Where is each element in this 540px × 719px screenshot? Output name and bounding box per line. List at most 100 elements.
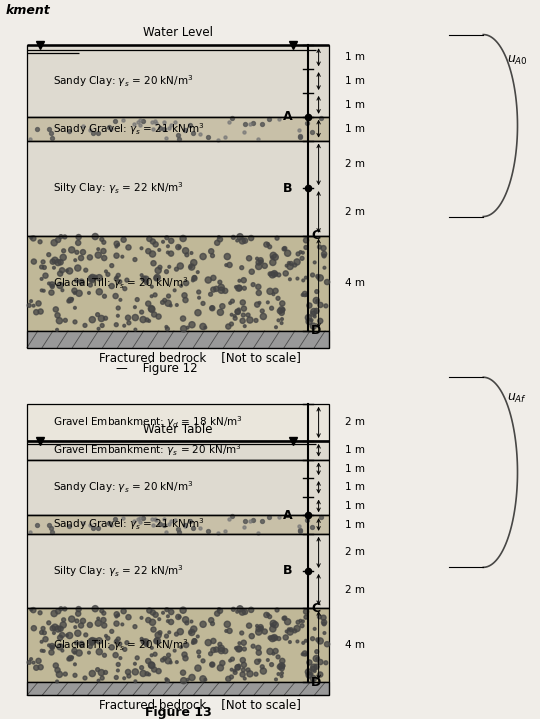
Point (217, 643, 226, 654)
Point (245, 620, 253, 631)
Point (226, 297, 234, 308)
Point (298, 289, 307, 301)
Point (34, 298, 43, 309)
Point (147, 642, 156, 654)
Point (265, 511, 273, 523)
Point (124, 312, 132, 324)
Point (299, 615, 307, 627)
Point (188, 319, 197, 331)
Point (46, 127, 55, 139)
Point (272, 674, 280, 685)
Point (112, 636, 120, 648)
Point (94, 613, 103, 624)
Point (112, 238, 121, 249)
Point (215, 234, 224, 245)
Point (209, 635, 218, 646)
Point (142, 639, 151, 651)
Point (111, 649, 120, 661)
Point (319, 612, 328, 623)
Point (254, 647, 263, 659)
Text: 1 m: 1 m (345, 124, 364, 134)
Point (174, 526, 183, 538)
Point (60, 232, 69, 243)
Point (179, 605, 187, 616)
Point (194, 662, 202, 674)
Point (209, 272, 218, 283)
Bar (27, 236, 329, 331)
Point (114, 610, 123, 621)
Point (246, 118, 254, 129)
Point (215, 276, 224, 288)
Point (320, 262, 329, 273)
Point (232, 281, 240, 293)
Point (162, 631, 171, 642)
Point (75, 647, 83, 659)
Point (258, 306, 267, 317)
Point (239, 637, 248, 649)
Point (270, 632, 279, 644)
Point (284, 247, 292, 259)
Point (134, 513, 143, 525)
Point (111, 513, 119, 524)
Point (235, 275, 244, 286)
Point (208, 659, 217, 670)
Point (114, 239, 123, 251)
Point (194, 307, 202, 319)
Text: Fractured bedrock    [Not to scale]: Fractured bedrock [Not to scale] (99, 351, 301, 364)
Point (111, 290, 120, 302)
Point (186, 627, 195, 638)
Point (215, 605, 224, 617)
Point (101, 313, 110, 324)
Point (104, 633, 112, 644)
Point (98, 672, 106, 684)
Point (176, 260, 185, 272)
Point (235, 638, 244, 649)
Point (56, 632, 64, 644)
Point (305, 669, 313, 681)
Point (164, 241, 172, 252)
Point (65, 265, 74, 277)
Point (120, 283, 129, 295)
Point (260, 626, 269, 637)
Point (156, 122, 164, 134)
Point (299, 275, 308, 286)
Point (193, 266, 202, 278)
Point (185, 516, 194, 527)
Point (281, 243, 289, 255)
Point (312, 653, 321, 664)
Point (277, 317, 286, 329)
Point (321, 657, 330, 669)
Point (48, 279, 56, 290)
Point (274, 633, 283, 644)
Point (154, 311, 163, 322)
Point (51, 255, 59, 266)
Point (184, 322, 192, 334)
Point (155, 613, 164, 625)
Point (268, 623, 277, 635)
Point (265, 113, 273, 124)
Point (39, 645, 48, 656)
Point (179, 313, 187, 324)
Point (206, 288, 215, 300)
Point (278, 307, 286, 319)
Point (228, 296, 237, 307)
Point (207, 245, 215, 257)
Point (137, 633, 146, 644)
Point (284, 616, 292, 628)
Point (226, 655, 234, 667)
Point (116, 294, 125, 306)
Point (309, 308, 318, 319)
Point (269, 249, 278, 261)
Point (302, 234, 310, 246)
Point (309, 673, 318, 684)
Point (235, 231, 244, 242)
Point (152, 636, 161, 647)
Point (53, 324, 62, 336)
Text: Sandy Clay: $\gamma_s$ = 20 kN/m$^3$: Sandy Clay: $\gamma_s$ = 20 kN/m$^3$ (53, 480, 193, 495)
Point (101, 667, 110, 678)
Point (59, 619, 68, 631)
Text: Glacial Till: $\gamma_s$ = 20 kN/m$^3$: Glacial Till: $\gamma_s$ = 20 kN/m$^3$ (53, 637, 188, 653)
Point (40, 262, 49, 273)
Point (71, 621, 79, 633)
Point (204, 637, 213, 649)
